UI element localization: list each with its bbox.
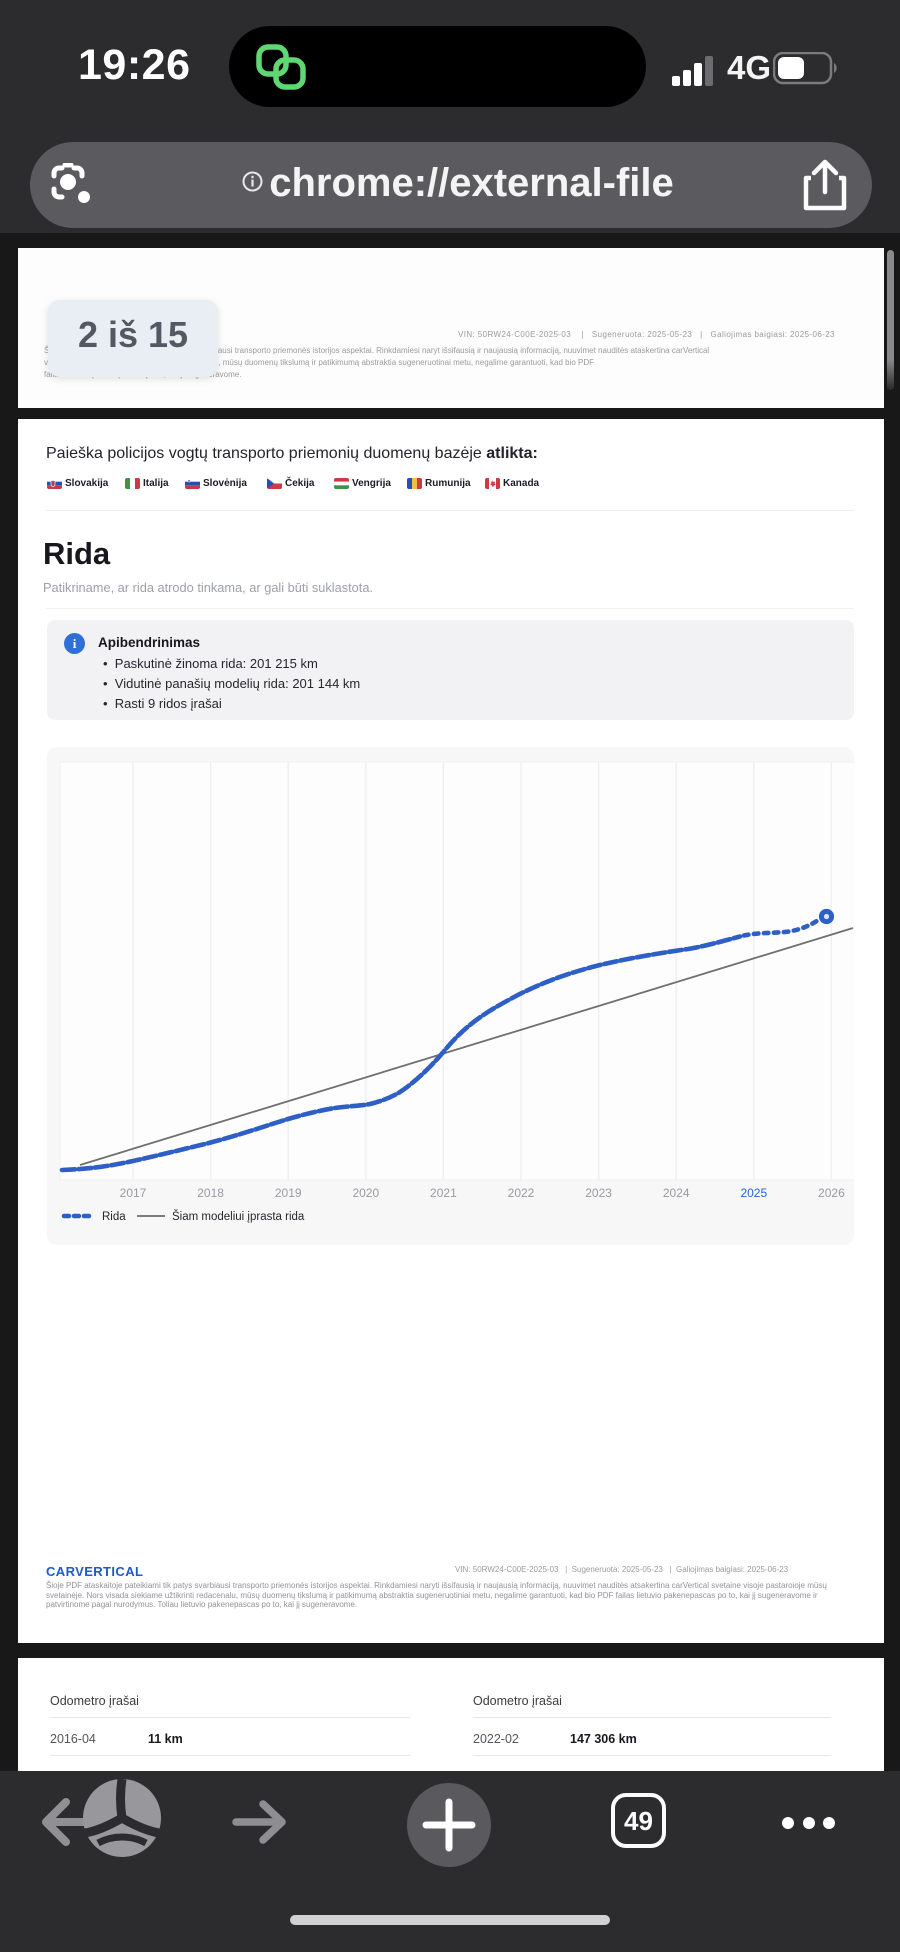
- svg-text:2025: 2025: [740, 1186, 767, 1200]
- svg-text:2022: 2022: [508, 1186, 535, 1200]
- svg-text:2019: 2019: [275, 1186, 302, 1200]
- svg-text:2020: 2020: [352, 1186, 379, 1200]
- svg-text:Šiam modeliui įprasta rida: Šiam modeliui įprasta rida: [172, 1210, 305, 1223]
- svg-text:2021: 2021: [430, 1186, 457, 1200]
- svg-text:2024: 2024: [663, 1186, 690, 1200]
- svg-text:2023: 2023: [585, 1186, 612, 1200]
- svg-text:2017: 2017: [120, 1186, 147, 1200]
- svg-text:2026: 2026: [818, 1186, 845, 1200]
- svg-text:Rida: Rida: [102, 1211, 126, 1223]
- svg-text:2018: 2018: [197, 1186, 224, 1200]
